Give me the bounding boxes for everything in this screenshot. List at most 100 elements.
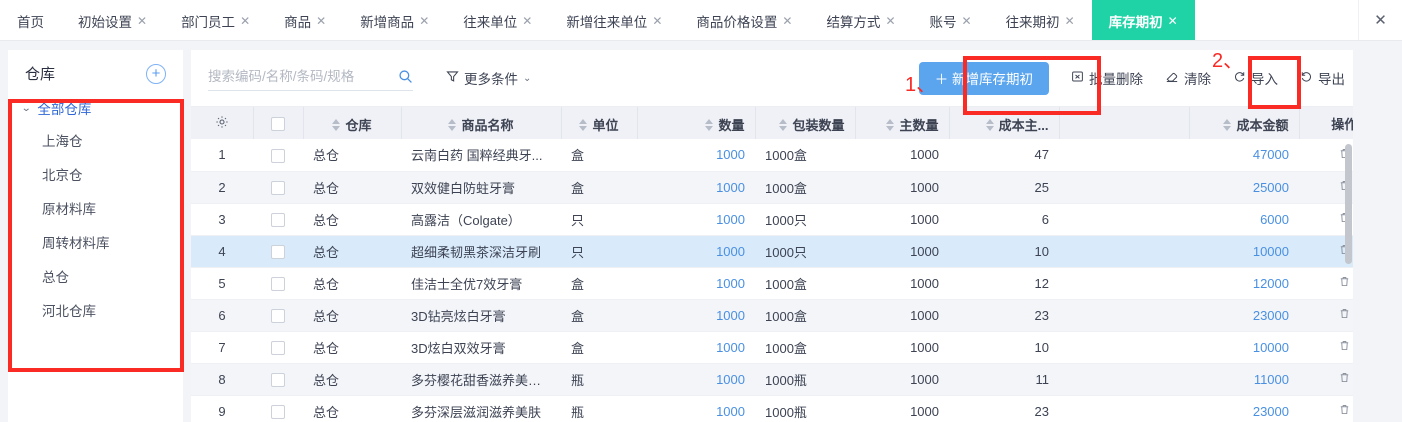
row-checkbox-cell[interactable] xyxy=(253,203,303,236)
table-row[interactable]: 3 总仓 高露洁（Colgate）只 1000 1000只 1000 6 6000 xyxy=(191,203,1353,236)
table-row[interactable]: 8 总仓 多芬樱花甜香滋养美肤... 瓶 1000 1000瓶 1000 11 11000 xyxy=(191,363,1353,396)
sidebar-item-5[interactable]: 河北仓库 xyxy=(42,304,96,319)
tab-2[interactable]: 部门员工 ✕ xyxy=(164,0,267,40)
close-icon[interactable]: ✕ xyxy=(961,13,972,28)
row-checkbox-cell[interactable] xyxy=(253,267,303,300)
tab-7[interactable]: 商品价格设置 ✕ xyxy=(679,0,809,40)
search-box[interactable] xyxy=(208,69,413,91)
tab-9[interactable]: 账号 ✕ xyxy=(913,0,989,40)
table-row[interactable]: 1 总仓 云南白药 国粹经典牙... 盒 1000 1000盒 1000 47 47000 xyxy=(191,139,1353,172)
close-all-tabs-button[interactable]: ✕ xyxy=(1358,0,1402,40)
column-header-product[interactable]: 商品名称 xyxy=(401,107,562,139)
row-checkbox[interactable] xyxy=(271,244,285,259)
tab-11[interactable]: 库存期初 ✕ xyxy=(1091,0,1195,40)
cell-operations[interactable] xyxy=(1299,171,1353,204)
cell-quantity[interactable]: 1000 xyxy=(637,331,755,364)
sort-icon[interactable] xyxy=(332,118,341,131)
cell-operations[interactable] xyxy=(1299,203,1353,236)
row-checkbox-cell[interactable] xyxy=(253,331,303,364)
tab-1[interactable]: 初始设置 ✕ xyxy=(61,0,164,40)
trash-icon[interactable] xyxy=(1338,371,1351,384)
close-icon[interactable]: ✕ xyxy=(137,13,148,28)
cell-cost-amount[interactable]: 12000 xyxy=(1189,267,1299,300)
cell-cost-amount[interactable]: 11000 xyxy=(1189,363,1299,396)
trash-icon[interactable] xyxy=(1338,275,1351,288)
scrollbar-thumb[interactable] xyxy=(1345,144,1352,264)
cell-operations[interactable] xyxy=(1299,235,1353,268)
cell-operations[interactable] xyxy=(1299,267,1353,300)
batch-delete-button[interactable]: 批量删除 xyxy=(1071,68,1143,88)
cell-quantity[interactable]: 1000 xyxy=(637,203,755,236)
sort-icon[interactable] xyxy=(779,118,788,131)
table-row[interactable]: 2 总仓 双效健白防蛀牙膏盒 1000 1000盒 1000 25 25000 xyxy=(191,171,1353,204)
cell-quantity[interactable]: 1000 xyxy=(637,267,755,300)
cell-cost-amount[interactable]: 10000 xyxy=(1189,235,1299,268)
search-input[interactable] xyxy=(208,69,398,84)
row-checkbox-cell[interactable] xyxy=(253,139,303,172)
tab-10[interactable]: 往来期初 ✕ xyxy=(989,0,1092,40)
cell-cost-amount[interactable]: 6000 xyxy=(1189,203,1299,236)
row-checkbox[interactable] xyxy=(271,276,285,291)
table-row[interactable]: 4 总仓 超细柔韧黑茶深洁牙刷只 1000 1000只 1000 10 10000 xyxy=(191,235,1353,268)
close-icon[interactable]: ✕ xyxy=(316,13,327,28)
cell-operations[interactable] xyxy=(1299,299,1353,332)
cell-quantity[interactable]: 1000 xyxy=(637,171,755,204)
table-row[interactable]: 7 总仓 3D炫白双效牙膏盒 1000 1000盒 1000 10 10000 xyxy=(191,331,1353,364)
cell-cost-amount[interactable]: 23000 xyxy=(1189,395,1299,422)
sidebar-item-0[interactable]: 上海仓 xyxy=(42,134,83,149)
cell-quantity[interactable]: 1000 xyxy=(637,139,755,172)
close-icon[interactable]: ✕ xyxy=(1064,13,1075,28)
row-checkbox[interactable] xyxy=(271,372,285,387)
row-checkbox[interactable] xyxy=(271,404,285,419)
cell-quantity[interactable]: 1000 xyxy=(637,395,755,422)
cell-quantity[interactable]: 1000 xyxy=(637,363,755,396)
tab-4[interactable]: 新增商品 ✕ xyxy=(343,0,446,40)
cell-operations[interactable] xyxy=(1299,139,1353,172)
column-header-unit[interactable]: 单位 xyxy=(561,107,638,139)
cell-operations[interactable] xyxy=(1299,363,1353,396)
sidebar-item-2[interactable]: 原材料库 xyxy=(42,202,96,217)
sidebar-item-4[interactable]: 总仓 xyxy=(42,270,69,285)
add-button[interactable]: ＋ 新增库存期初 xyxy=(918,61,1049,95)
cell-quantity[interactable]: 1000 xyxy=(637,299,755,332)
cell-cost-amount[interactable]: 25000 xyxy=(1189,171,1299,204)
cell-cost-amount[interactable]: 10000 xyxy=(1189,331,1299,364)
trash-icon[interactable] xyxy=(1338,307,1351,320)
tab-3[interactable]: 商品 ✕ xyxy=(267,0,343,40)
gear-icon[interactable] xyxy=(215,115,229,129)
row-checkbox[interactable] xyxy=(271,180,285,195)
column-header-main_qty[interactable]: 主数量 xyxy=(855,107,950,139)
sort-icon[interactable] xyxy=(1223,118,1232,131)
column-header-cost_main[interactable]: 成本主... xyxy=(949,107,1060,139)
import-button[interactable]: 导入 xyxy=(1233,68,1278,88)
table-vertical-scrollbar[interactable] xyxy=(1345,139,1352,422)
close-icon[interactable]: ✕ xyxy=(1167,13,1178,28)
row-checkbox-cell[interactable] xyxy=(253,235,303,268)
sort-icon[interactable] xyxy=(448,118,457,131)
trash-icon[interactable] xyxy=(1338,339,1351,352)
export-button[interactable]: 导出 xyxy=(1300,68,1345,88)
close-icon[interactable]: ✕ xyxy=(419,13,430,28)
tab-8[interactable]: 结算方式 ✕ xyxy=(809,0,912,40)
close-icon[interactable]: ✕ xyxy=(652,13,663,28)
tab-0[interactable]: 首页 xyxy=(0,0,61,40)
table-row[interactable]: 5 总仓 佳洁士全优7效牙膏盒 1000 1000盒 1000 12 12000 xyxy=(191,267,1353,300)
cell-operations[interactable] xyxy=(1299,331,1353,364)
cell-quantity[interactable]: 1000 xyxy=(637,235,755,268)
row-checkbox-cell[interactable] xyxy=(253,395,303,422)
column-header-amount[interactable]: 成本金额 xyxy=(1189,107,1300,139)
search-icon[interactable] xyxy=(398,69,413,84)
cell-cost-amount[interactable]: 47000 xyxy=(1189,139,1299,172)
close-icon[interactable]: ✕ xyxy=(522,13,533,28)
close-icon[interactable]: ✕ xyxy=(240,13,251,28)
column-header-pack_qty[interactable]: 包装数量 xyxy=(755,107,856,139)
sidebar-item-all-warehouses[interactable]: ⌄ 全部仓库 xyxy=(8,93,183,123)
cell-cost-amount[interactable]: 23000 xyxy=(1189,299,1299,332)
sidebar-item-1[interactable]: 北京仓 xyxy=(42,168,83,183)
column-header-warehouse[interactable]: 仓库 xyxy=(303,107,402,139)
row-checkbox[interactable] xyxy=(271,148,285,163)
close-icon[interactable]: ✕ xyxy=(885,13,896,28)
sort-icon[interactable] xyxy=(579,118,588,131)
row-checkbox-cell[interactable] xyxy=(253,171,303,204)
more-conditions-button[interactable]: 更多条件 ⌄ xyxy=(446,68,531,88)
